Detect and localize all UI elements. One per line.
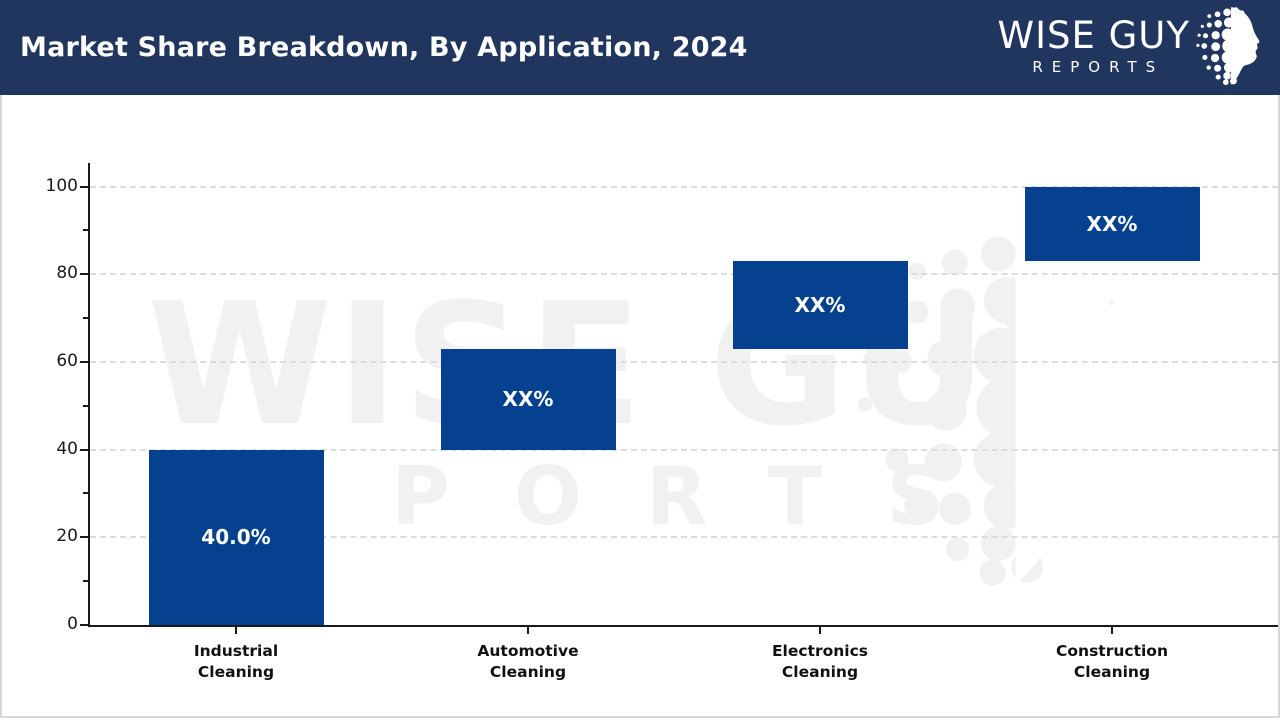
y-tick bbox=[80, 448, 88, 451]
bar-value-label: XX% bbox=[794, 292, 846, 317]
x-tick-label-line: Cleaning bbox=[781, 663, 859, 681]
gridline bbox=[90, 185, 1278, 188]
minor-y-tick bbox=[83, 492, 88, 495]
x-tick-label-line: Automotive bbox=[477, 642, 579, 660]
y-tick-label: 0 bbox=[67, 614, 78, 634]
x-tick bbox=[1111, 627, 1113, 634]
brand-logo-text: WISE GUY REPORTS bbox=[997, 14, 1190, 76]
y-tick-label: 60 bbox=[56, 350, 78, 371]
watermark-head-graphic bbox=[857, 230, 1146, 586]
y-tick-label: 80 bbox=[56, 263, 78, 284]
y-tick-label: 40 bbox=[56, 438, 78, 459]
header: Market Share Breakdown, By Application, … bbox=[0, 0, 1280, 95]
x-tick-label: Industrial Cleaning bbox=[126, 641, 346, 683]
page-title: Market Share Breakdown, By Application, … bbox=[20, 32, 748, 63]
x-tick-label-line: Industrial bbox=[193, 642, 279, 660]
y-tick bbox=[80, 360, 88, 363]
bar-value-label: 40.0% bbox=[201, 525, 271, 550]
x-tick-label: Electronics Cleaning bbox=[710, 641, 930, 683]
y-axis-spine bbox=[88, 163, 90, 627]
y-tick bbox=[80, 273, 88, 276]
x-tick-label: Automotive Cleaning bbox=[418, 641, 638, 683]
gridline bbox=[90, 360, 1278, 363]
minor-y-tick bbox=[83, 580, 88, 583]
minor-y-tick bbox=[83, 317, 88, 320]
bar-value-label: XX% bbox=[1086, 211, 1138, 236]
x-tick-label-line: Cleaning bbox=[197, 663, 275, 681]
x-tick-label-line: Cleaning bbox=[489, 663, 567, 681]
bar: XX% bbox=[440, 348, 616, 450]
minor-y-tick bbox=[83, 404, 88, 407]
x-tick-label-line: Electronics bbox=[771, 642, 869, 660]
minor-y-tick bbox=[83, 229, 88, 232]
y-tick bbox=[80, 624, 88, 626]
bar: 40.0% bbox=[148, 449, 324, 625]
bar-value-label: XX% bbox=[502, 387, 554, 412]
x-tick bbox=[235, 627, 237, 634]
x-tick bbox=[819, 627, 821, 634]
plot-area: 40.0% XX% XX% XX% bbox=[90, 186, 1278, 625]
x-tick-label-line: Construction bbox=[1056, 642, 1168, 660]
bar: XX% bbox=[1024, 186, 1200, 262]
gridline bbox=[90, 536, 1278, 539]
x-tick bbox=[527, 627, 529, 634]
chart-canvas: WISE GUY REPORTS 0 20 40 60 80 100 40.0% XX% XX… bbox=[0, 95, 1280, 718]
y-tick-label: 100 bbox=[45, 175, 78, 196]
gridline bbox=[90, 448, 1278, 451]
y-tick bbox=[80, 536, 88, 539]
brand-head-icon bbox=[1196, 7, 1260, 86]
brand-logo: WISE GUY REPORTS bbox=[998, 6, 1264, 86]
x-tick-label-line: Cleaning bbox=[1073, 663, 1151, 681]
y-tick-label: 20 bbox=[56, 526, 78, 547]
brand-sub-wordmark: REPORTS bbox=[1032, 57, 1165, 76]
bar: XX% bbox=[732, 261, 908, 349]
brand-wordmark: WISE GUY bbox=[997, 14, 1190, 58]
x-tick-label: Construction Cleaning bbox=[1002, 641, 1222, 683]
gridline bbox=[90, 273, 1278, 276]
y-tick bbox=[80, 185, 88, 188]
x-axis-spine bbox=[88, 625, 1278, 627]
